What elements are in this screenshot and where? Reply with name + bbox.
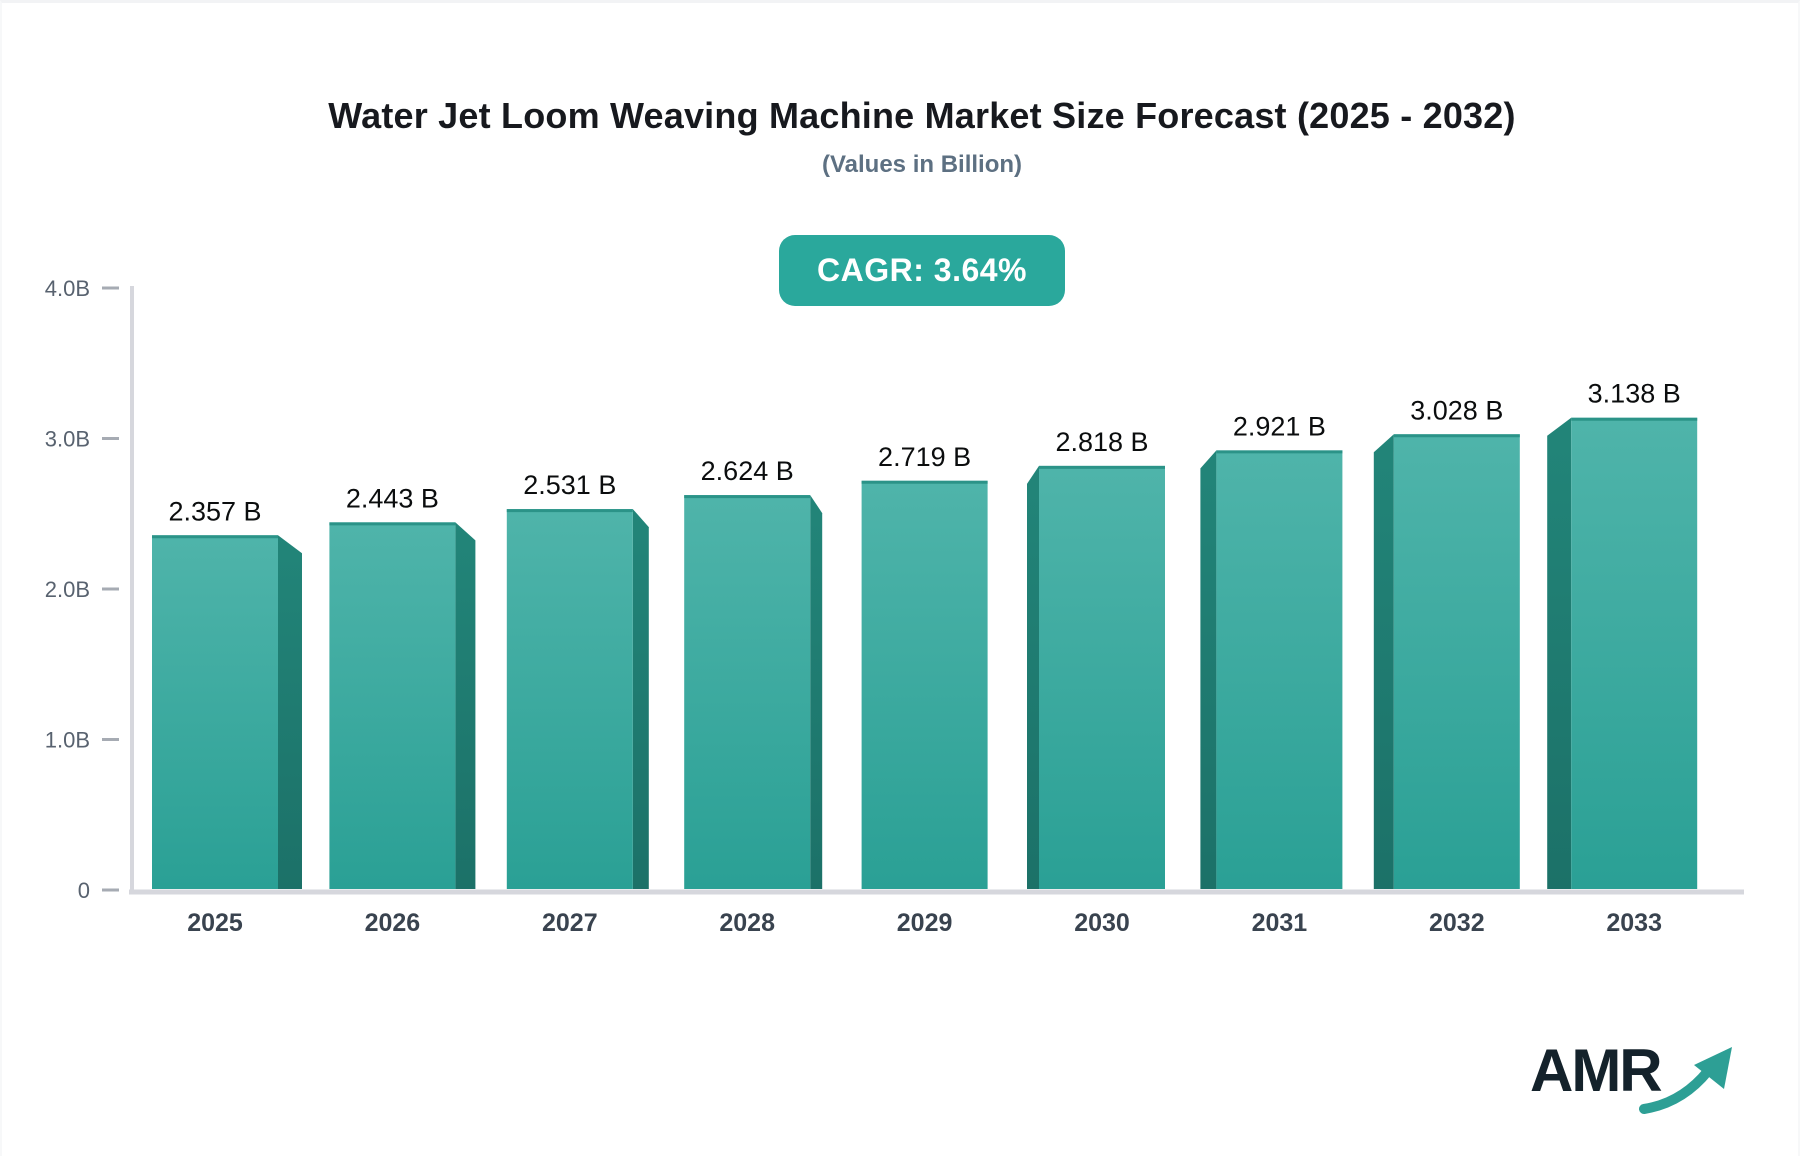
amr-logo-text: AMR <box>1530 1037 1663 1104</box>
bar-2030: 2.818 B <box>1027 427 1165 889</box>
bar-chart: 2.357 B 2.443 B 2.531 B 2.624 B 2.719 B 2.818… <box>45 276 1744 937</box>
bar-2031: 2.921 B <box>1200 411 1343 889</box>
x-category-label: 2028 <box>719 909 775 937</box>
chart-title: Water Jet Loom Weaving Machine Market Si… <box>328 95 1516 136</box>
bar-value-label: 2.624 B <box>701 456 794 486</box>
bar-side-face <box>1547 417 1572 889</box>
bar-value-label: 3.028 B <box>1410 395 1503 425</box>
y-tick-label: 4.0B <box>45 276 90 301</box>
y-tick-label: 0 <box>78 878 90 903</box>
axis-labels: 4.0B 3.0B 2.0B 1.0B 0 2025 2026 2027 2028 2029 203… <box>45 276 1662 937</box>
bar-front-face <box>329 522 456 889</box>
bar-2033: 3.138 B <box>1547 379 1698 889</box>
bar-side-face <box>632 509 649 889</box>
bar-value-label: 3.138 B <box>1588 379 1681 409</box>
bar-value-label: 2.719 B <box>878 442 971 472</box>
bar-2029: 2.719 B <box>861 442 988 889</box>
bar-value-label: 2.443 B <box>346 483 439 513</box>
bars: 2.357 B 2.443 B 2.531 B 2.624 B 2.719 B 2.818… <box>152 379 1698 889</box>
x-category-label: 2033 <box>1606 909 1662 937</box>
bar-value-label: 2.531 B <box>523 470 616 500</box>
growth-arrow-icon <box>1639 1047 1732 1114</box>
x-category-label: 2029 <box>897 909 953 937</box>
bar-2027: 2.531 B <box>506 470 649 889</box>
x-category-label: 2025 <box>187 909 243 937</box>
bar-side-face <box>1200 450 1217 889</box>
chart-subtitle: (Values in Billion) <box>821 151 1023 178</box>
bar-side-face <box>278 535 302 889</box>
bar-2025: 2.357 B <box>152 496 302 889</box>
x-category-label: 2027 <box>542 909 598 937</box>
bar-front-face <box>506 509 633 889</box>
bar-front-face <box>152 535 278 889</box>
bar-side-face <box>455 522 476 889</box>
bar-front-face <box>861 480 988 889</box>
bar-value-label: 2.357 B <box>168 496 261 526</box>
bar-side-face <box>810 495 823 889</box>
y-tick-label: 1.0B <box>45 728 90 753</box>
x-category-label: 2030 <box>1074 909 1130 937</box>
bar-2026: 2.443 B <box>329 483 476 889</box>
x-category-label: 2032 <box>1429 909 1485 937</box>
x-category-label: 2026 <box>365 909 421 937</box>
x-category-label: 2031 <box>1252 909 1308 937</box>
bar-side-face <box>1373 434 1394 889</box>
bar-value-label: 2.818 B <box>1055 427 1148 457</box>
axes <box>102 286 1744 895</box>
bar-value-label: 2.921 B <box>1233 411 1326 441</box>
bar-front-face <box>1393 434 1520 889</box>
cagr-badge: CAGR: 3.64% <box>779 235 1065 306</box>
bar-front-face <box>684 495 811 889</box>
bar-2032: 3.028 B <box>1373 395 1520 889</box>
bar-2028: 2.624 B <box>684 456 823 889</box>
bar-front-face <box>1571 417 1698 889</box>
bar-side-face <box>1027 465 1039 889</box>
y-tick-label: 2.0B <box>45 577 90 602</box>
amr-logo: AMR <box>1530 1041 1770 1131</box>
y-tick-label: 3.0B <box>45 427 90 452</box>
bar-front-face <box>1216 450 1343 889</box>
bar-front-face <box>1039 465 1165 889</box>
chart-header: Water Jet Loom Weaving Machine Market Si… <box>24 3 1798 306</box>
